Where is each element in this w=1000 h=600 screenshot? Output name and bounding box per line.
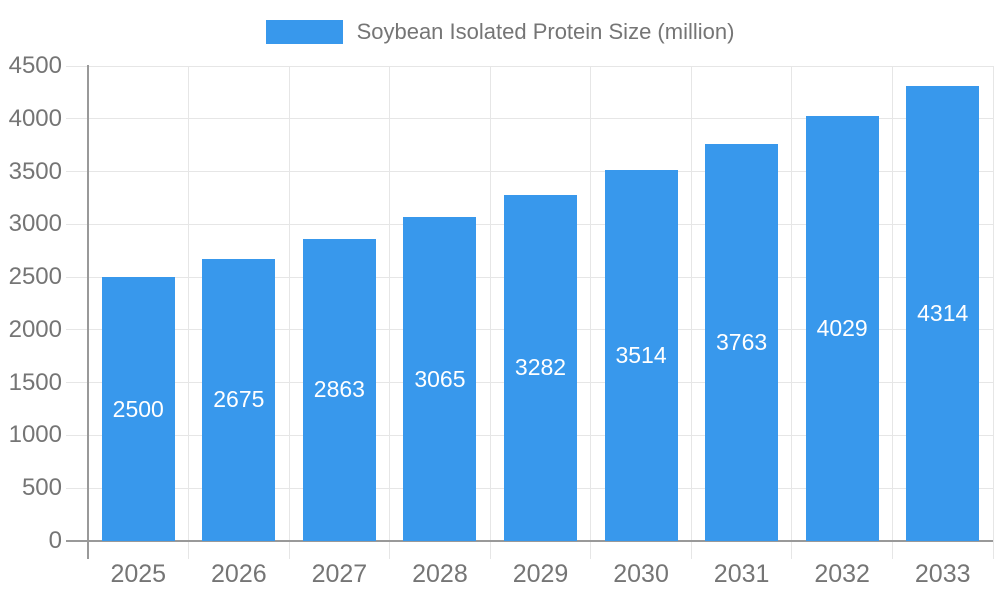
- x-axis-label: 2025: [110, 560, 167, 588]
- x-gridline: [992, 66, 994, 559]
- y-axis-line: [87, 65, 89, 559]
- bar: 3514: [604, 170, 678, 541]
- legend-label: Soybean Isolated Protein Size (million): [356, 19, 735, 44]
- x-axis-line: [66, 540, 993, 542]
- bar-value-label: 4029: [816, 314, 868, 341]
- x-gridline: [489, 66, 491, 559]
- x-gridline: [891, 66, 893, 559]
- x-axis-label: 2032: [814, 560, 870, 588]
- x-axis-label: 2030: [613, 560, 669, 588]
- y-gridline: [66, 118, 993, 120]
- y-axis-label: 1000: [8, 421, 62, 449]
- bar-value-label: 3282: [514, 354, 567, 381]
- bar-value-label: 2675: [213, 386, 265, 413]
- y-axis-label: 3500: [8, 157, 62, 185]
- y-axis-label: 500: [21, 474, 62, 502]
- x-gridline: [590, 66, 592, 559]
- bar-value-label: 2863: [313, 376, 365, 403]
- x-axis-label: 2027: [311, 560, 368, 588]
- y-axis-label: 2500: [8, 263, 62, 291]
- bar-value-label: 3065: [414, 365, 466, 392]
- bar: 2500: [101, 277, 175, 541]
- x-gridline: [791, 66, 793, 559]
- bar-value-label: 4314: [917, 299, 969, 326]
- bar: 2675: [202, 258, 276, 541]
- x-axis-label: 2029: [512, 560, 569, 588]
- y-axis-label: 2000: [8, 315, 62, 343]
- x-gridline: [690, 66, 692, 559]
- x-gridline: [288, 66, 290, 559]
- y-axis-label: 4000: [8, 104, 62, 132]
- legend-swatch: [265, 20, 343, 44]
- y-gridline: [66, 171, 993, 173]
- x-axis-label: 2031: [713, 560, 770, 588]
- x-axis-label: 2033: [914, 560, 971, 588]
- y-gridline: [66, 65, 993, 67]
- bar: 2863: [302, 238, 376, 541]
- x-gridline: [188, 66, 190, 559]
- bar: 3282: [504, 194, 577, 541]
- x-axis-label: 2026: [211, 560, 267, 588]
- x-gridline: [389, 66, 391, 559]
- y-axis-label: 1500: [8, 368, 62, 396]
- y-axis-label: 0: [48, 527, 62, 554]
- y-axis-label: 4500: [8, 52, 62, 79]
- x-axis-label: 2028: [412, 560, 468, 588]
- bar: 4314: [906, 85, 980, 541]
- bar: 4029: [805, 115, 879, 541]
- legend: Soybean Isolated Protein Size (million): [0, 14, 1000, 50]
- bar-value-label: 2500: [112, 395, 164, 422]
- bar-value-label: 3763: [716, 328, 768, 355]
- bar: 3065: [403, 217, 477, 541]
- bar-value-label: 3514: [615, 342, 667, 369]
- bar: 3763: [705, 143, 779, 541]
- y-axis-label: 3000: [8, 210, 62, 238]
